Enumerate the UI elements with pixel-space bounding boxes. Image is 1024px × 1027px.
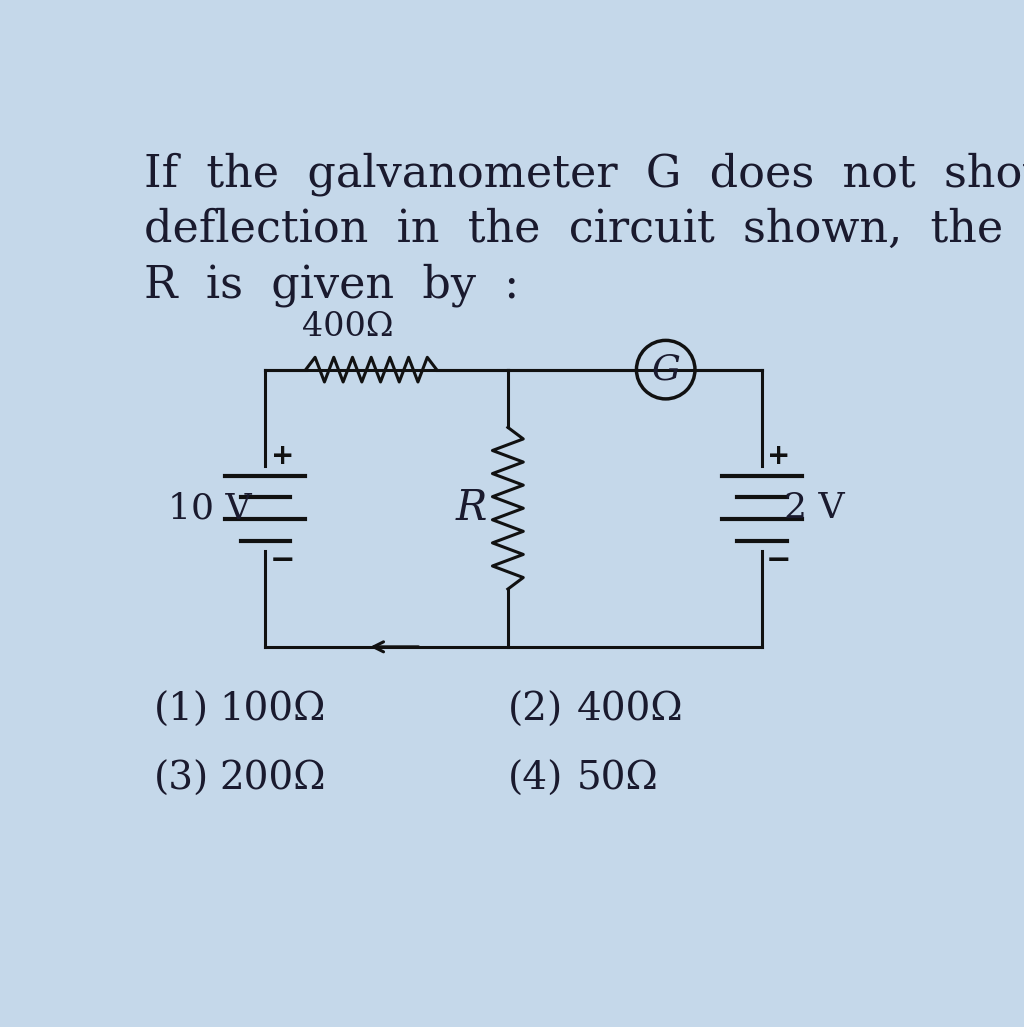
Text: R: R — [456, 487, 486, 529]
Text: deflection  in  the  circuit  shown,  the  value  of: deflection in the circuit shown, the val… — [144, 207, 1024, 252]
Text: R  is  given  by  :: R is given by : — [144, 263, 519, 307]
Text: +: + — [767, 442, 791, 470]
Text: 200Ω: 200Ω — [219, 761, 326, 798]
Text: −: − — [269, 546, 295, 575]
Text: +: + — [270, 442, 294, 470]
Text: If  the  galvanometer  G  does  not  show  any: If the galvanometer G does not show any — [144, 152, 1024, 196]
Text: G: G — [651, 352, 680, 386]
Text: 400Ω: 400Ω — [302, 311, 394, 343]
Text: −: − — [766, 546, 792, 575]
Text: 50Ω: 50Ω — [578, 761, 658, 798]
Text: 400Ω: 400Ω — [578, 691, 684, 728]
Text: (4): (4) — [508, 761, 563, 798]
Text: 100Ω: 100Ω — [219, 691, 326, 728]
Text: (1): (1) — [154, 691, 209, 728]
Text: 10 V: 10 V — [168, 491, 252, 525]
Text: (2): (2) — [508, 691, 563, 728]
Text: 2 V: 2 V — [783, 491, 844, 525]
Text: (3): (3) — [154, 761, 209, 798]
